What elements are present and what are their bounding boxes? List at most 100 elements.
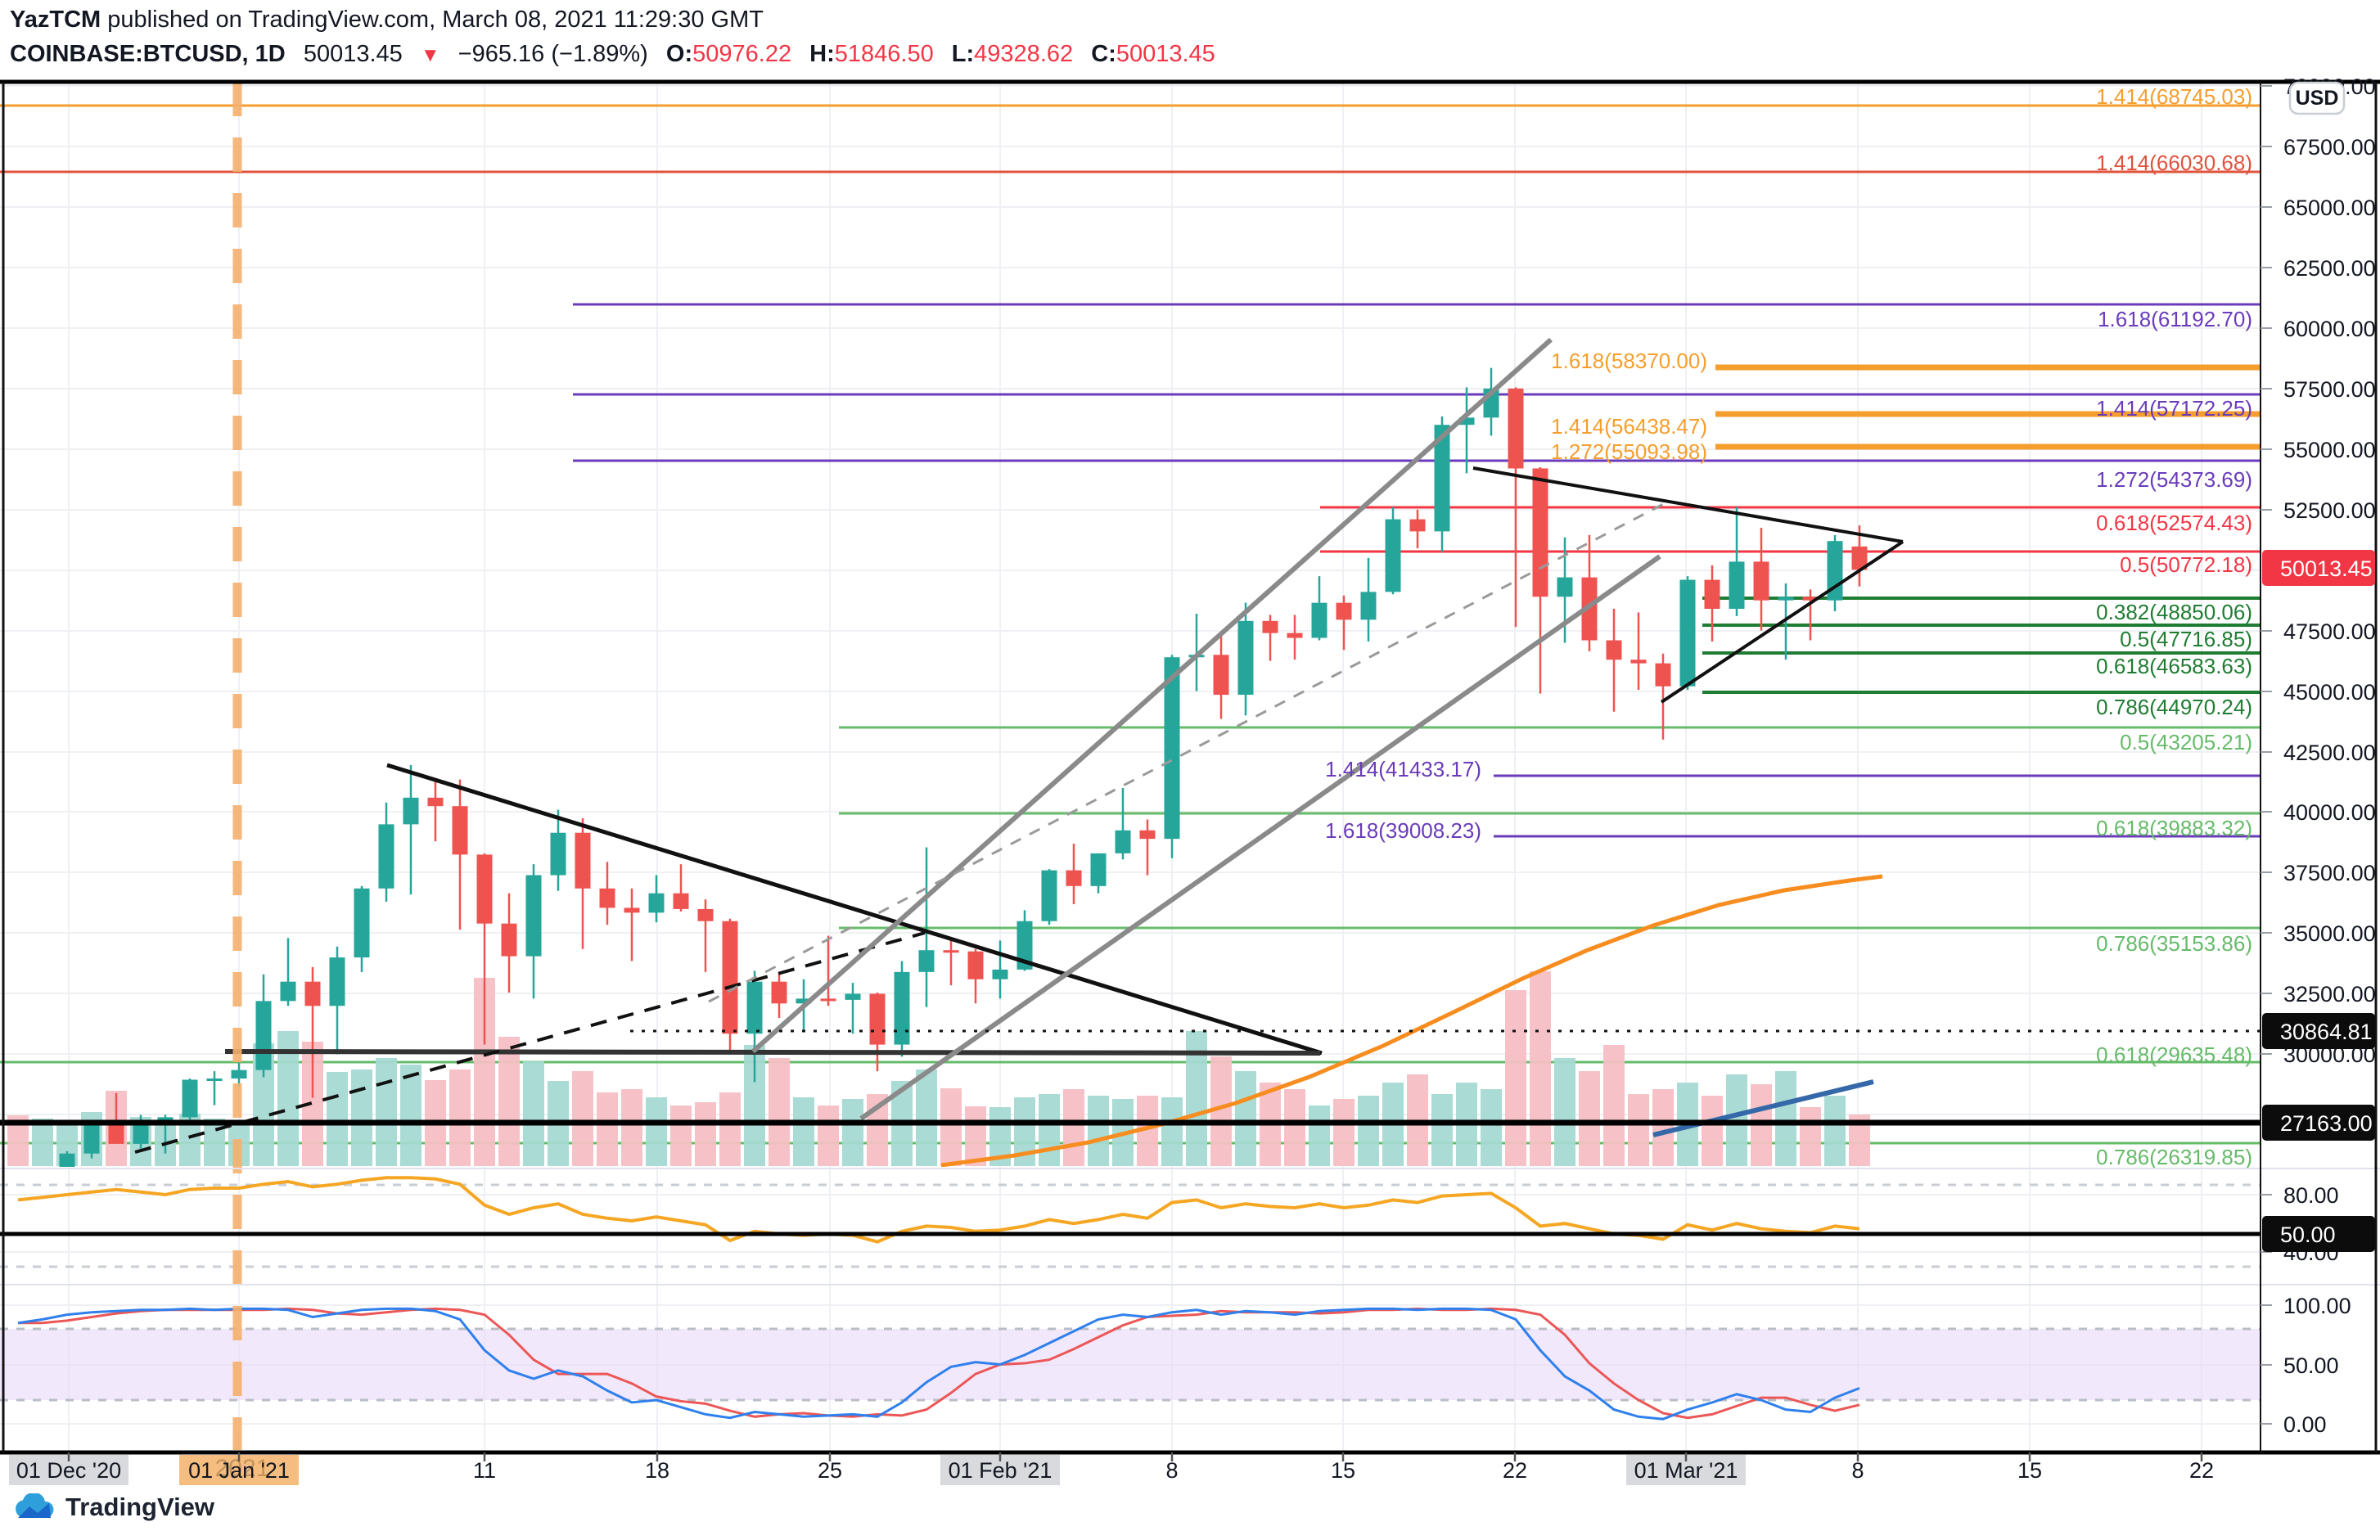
volume-bar [818,1105,839,1166]
price-tag-text: 30864.81 [2280,1020,2373,1044]
candle-body [1557,577,1573,597]
candle-body [673,893,689,909]
price-axis: 70000.0067500.0065000.0062500.0060000.00… [2261,74,2376,1437]
fib-labels-layer: 1.414(68745.03) 1.414(66030.68) 1.618(6119… [1325,84,2252,1169]
candle-body [918,950,935,972]
fib-level-label: 1.618(61192.70) [2098,307,2252,331]
candle-body [525,875,542,957]
time-axis-label: 11 [473,1458,496,1483]
volume-bar [351,1069,372,1166]
currency-button-label: USD [2296,87,2339,110]
volume-bar [1431,1094,1453,1166]
fib-level-label: 0.382(48850.06) [2096,600,2252,624]
candle-body [1336,602,1352,620]
candle-body [1655,663,1671,687]
price-axis-label: 42500.00 [2283,741,2376,765]
volume-bar [769,1058,790,1166]
price-axis-label: 60000.00 [2283,317,2376,341]
fib-level-label: 1.414(68745.03) [2096,84,2252,109]
volume-bar [916,1069,937,1166]
price-tag: 30864.81 [2262,1013,2375,1049]
price-tag-bg [2262,1105,2375,1141]
volume-bar [572,1071,593,1166]
time-axis-label: 18 [645,1458,669,1483]
candle-body [1434,425,1450,532]
candle-body [1508,388,1524,469]
time-axis-label: 01 Mar '21 [1634,1458,1738,1483]
candle-body [403,797,419,825]
price-axis-label: 100.00 [2283,1294,2351,1318]
stoch-band-layer [0,1183,2261,1402]
candle-body [329,957,345,1006]
tradingview-logo[interactable]: TradingView [13,1493,214,1522]
candle-body [255,1001,272,1070]
volume-bar [1481,1089,1502,1166]
fib-level-label: 0.618(39883.32) [2096,816,2252,840]
candle-body [624,907,640,913]
candle-body [1753,561,1769,601]
borders-layer [0,79,2380,1455]
price-axis-label: 67500.00 [2283,135,2376,160]
candle-body [1532,468,1548,597]
price-axis-label: 80.00 [2283,1183,2339,1208]
candle-body [550,832,566,876]
candle-body [992,969,1008,979]
volume-bar [1530,971,1551,1166]
candle-body [1409,519,1426,532]
low-value: 49328.62 [974,41,1074,68]
candle-body [648,893,665,913]
fib-level-label: 0.786(35153.86) [2096,931,2252,956]
down-arrow-icon: ▼ [420,44,440,67]
trendlines-layer [0,337,2261,1154]
candle-body [231,1069,247,1079]
candle-body [1287,633,1303,638]
candle-body [1066,870,1082,886]
volume-bar [1088,1096,1109,1166]
volume-bar [1775,1071,1796,1166]
volume-bar [1235,1071,1256,1166]
candle-body [869,993,886,1045]
volume-bar [1702,1096,1723,1166]
header: YazTCM published on TradingView.com, Mar… [10,5,1215,70]
candle-body [894,971,910,1045]
candle-body [206,1078,223,1082]
volume-bar [498,1037,520,1166]
symbol-name: COINBASE:BTCUSD, 1D [10,41,286,68]
symbol-line: COINBASE:BTCUSD, 1D 50013.45 ▼ −965.16 (… [10,39,1215,69]
fib-level-label: 1.272(54373.69) [2096,467,2252,492]
high-label: H: [809,41,835,68]
channel-median-dashed [708,499,1670,1003]
candle-body [1679,579,1696,687]
descending-trendline-left [386,763,1323,1056]
candle-body [427,797,444,807]
time-axis-label: 15 [1331,1458,1355,1483]
candle-body [1262,620,1278,633]
time-axis-label: 01 Feb '21 [949,1458,1053,1483]
candle-body [1016,921,1033,970]
candle-body [1606,640,1622,660]
volume-bar [940,1088,962,1166]
volume-bar [1824,1096,1846,1166]
candle-body [280,981,296,1002]
volume-bar [1579,1071,1600,1166]
currency-usd-button[interactable]: USD [2288,81,2346,115]
volume-bar [1039,1094,1060,1166]
channel-upper [751,337,1553,1054]
rsi-line [17,1176,1860,1244]
candle-body [1360,592,1377,620]
volume-bar [719,1092,741,1166]
candle-body [11,1185,26,1192]
time-axis-label: 15 [2017,1458,2042,1483]
candle-body [820,998,836,1002]
volume-bar [646,1097,667,1166]
volume-bar [1333,1099,1355,1166]
candle-body [304,981,321,1006]
price-tag-bg [2262,550,2375,586]
candlestick-series [11,367,1868,1192]
candle-body [1802,597,1819,601]
tradingview-logo-text: TradingView [65,1493,215,1521]
price-tag-text: 50.00 [2280,1223,2336,1247]
